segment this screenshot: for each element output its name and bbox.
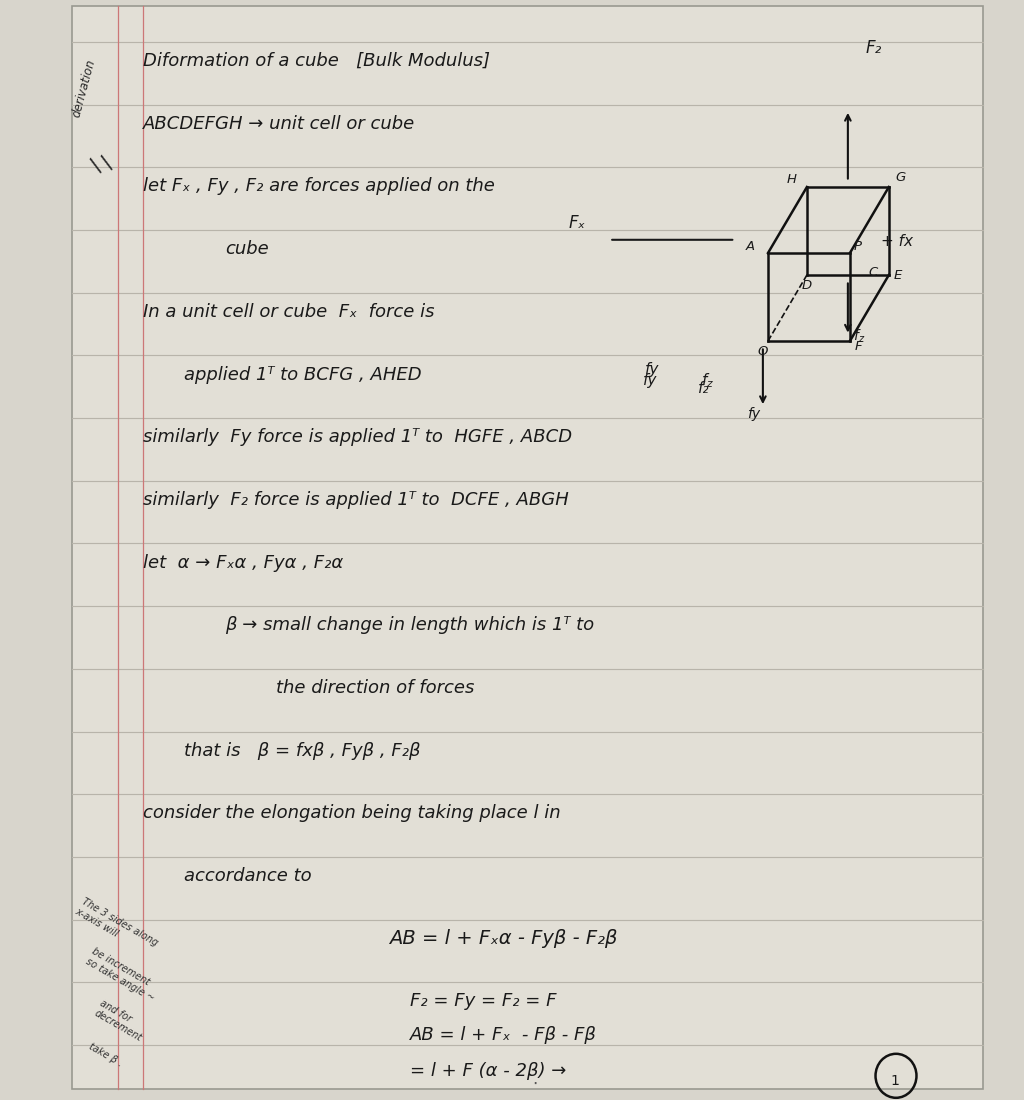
Text: G: G <box>895 172 905 185</box>
Text: the direction of forces: the direction of forces <box>276 679 475 697</box>
Text: β → small change in length which is 1ᵀ to: β → small change in length which is 1ᵀ t… <box>225 616 594 635</box>
Text: AB = l + Fₓ  - Fβ - Fβ: AB = l + Fₓ - Fβ - Fβ <box>410 1025 596 1044</box>
Text: similarly  Fy force is applied 1ᵀ to  HGFE , ABCD: similarly Fy force is applied 1ᵀ to HGFE… <box>143 428 572 447</box>
Text: applied 1ᵀ to BCFG , AHED: applied 1ᵀ to BCFG , AHED <box>184 365 422 384</box>
Text: take β .: take β . <box>87 1042 124 1069</box>
Text: f$_z$: f$_z$ <box>853 328 865 345</box>
Text: f$_z$: f$_z$ <box>701 371 715 389</box>
Text: E: E <box>894 270 902 283</box>
Text: H: H <box>786 173 797 186</box>
Text: let  α → Fₓα , Fyα , F₂α: let α → Fₓα , Fyα , F₂α <box>143 553 344 572</box>
Text: AB = l + Fₓα - Fyβ - F₂β: AB = l + Fₓα - Fyβ - F₂β <box>389 928 617 948</box>
Text: P: P <box>854 240 862 253</box>
Text: Fₓ: Fₓ <box>568 213 586 232</box>
Text: /: / <box>87 157 108 175</box>
Text: cube: cube <box>225 240 269 258</box>
Text: similarly  F₂ force is applied 1ᵀ to  DCFE , ABGH: similarly F₂ force is applied 1ᵀ to DCFE… <box>143 491 569 509</box>
Text: /: / <box>97 154 118 172</box>
Text: F₂: F₂ <box>865 39 882 57</box>
Text: accordance to: accordance to <box>184 867 312 886</box>
Text: let Fₓ , Fy , F₂ are forces applied on the: let Fₓ , Fy , F₂ are forces applied on t… <box>143 177 496 196</box>
Text: and for
decrement: and for decrement <box>92 998 148 1043</box>
Text: be increment
so take angle ~: be increment so take angle ~ <box>84 946 162 1003</box>
Text: f₂: f₂ <box>698 381 710 396</box>
Text: A: A <box>745 240 755 253</box>
Text: Diformation of a cube   [Bulk Modulus]: Diformation of a cube [Bulk Modulus] <box>143 52 490 70</box>
Text: ⋅: ⋅ <box>532 1075 538 1093</box>
Text: F₂ = Fy = F₂ = F: F₂ = Fy = F₂ = F <box>410 992 556 1011</box>
Text: O: O <box>758 345 768 359</box>
Text: D: D <box>802 279 812 293</box>
Text: fy: fy <box>748 407 761 421</box>
Text: that is   β = fxβ , Fyβ , F₂β: that is β = fxβ , Fyβ , F₂β <box>184 741 421 760</box>
Text: = l + F (α - 2β) →: = l + F (α - 2β) → <box>410 1062 566 1080</box>
Text: fy: fy <box>643 373 657 388</box>
Text: 1: 1 <box>891 1074 900 1088</box>
Text: In a unit cell or cube  Fₓ  force is: In a unit cell or cube Fₓ force is <box>143 302 435 321</box>
Text: consider the elongation being taking place l in: consider the elongation being taking pla… <box>143 804 561 823</box>
Text: F: F <box>855 340 862 353</box>
Text: fy: fy <box>645 362 659 377</box>
Text: ABCDEFGH → unit cell or cube: ABCDEFGH → unit cell or cube <box>143 114 416 133</box>
FancyBboxPatch shape <box>72 6 983 1089</box>
Text: C: C <box>868 266 878 279</box>
Text: The 3 sides along
x-axis will: The 3 sides along x-axis will <box>74 896 159 958</box>
Text: derivation: derivation <box>70 57 97 119</box>
Text: + fx: + fx <box>881 234 912 250</box>
